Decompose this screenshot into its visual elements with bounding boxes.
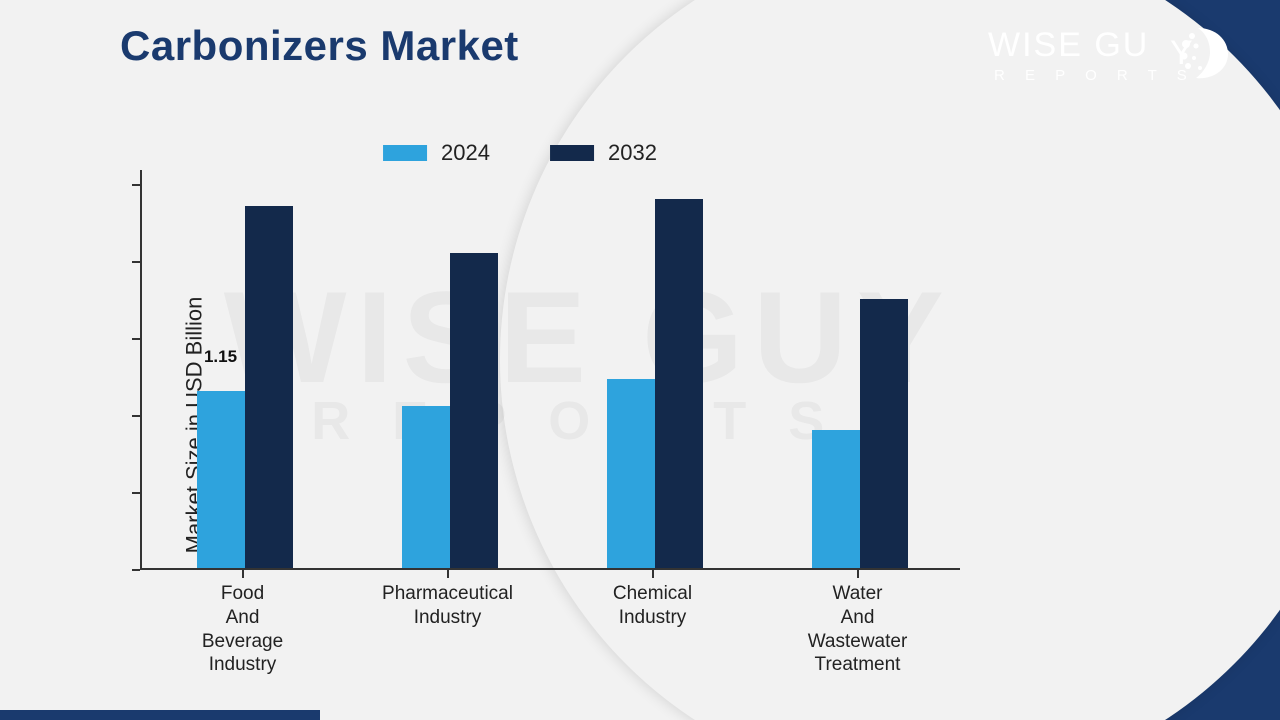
bar-2032-cat1 [450, 253, 498, 568]
chart-title: Carbonizers Market [120, 22, 519, 70]
brand-logo: WISE GU R E P O R T S Y [988, 22, 1258, 102]
legend-item-2024: 2024 [383, 140, 490, 166]
svg-text:Y: Y [1170, 34, 1193, 72]
y-tick [132, 184, 140, 186]
right-brand-panel [960, 0, 1280, 720]
bar-2032-cat2 [655, 199, 703, 568]
svg-text:WISE GU: WISE GU [988, 26, 1149, 64]
y-tick [132, 415, 140, 417]
legend: 2024 2032 [383, 140, 657, 166]
bar-value-label: 1.15 [204, 347, 237, 367]
stage: WISE GU R E P O R T S Y Carbonizers Mark… [0, 0, 1280, 720]
x-axis-label: WaterAndWastewaterTreatment [778, 582, 938, 677]
legend-label-2032: 2032 [608, 140, 657, 166]
svg-text:R E P O R T S: R E P O R T S [994, 67, 1195, 84]
x-axis-label: PharmaceuticalIndustry [368, 582, 528, 630]
x-tick [447, 570, 449, 578]
y-tick [132, 338, 140, 340]
bar-2024-cat3 [812, 430, 860, 568]
legend-swatch-2024 [383, 145, 427, 161]
bar-2024-cat1 [402, 406, 450, 568]
plot-region: 1.15 [140, 170, 960, 570]
y-tick [132, 569, 140, 571]
wiseguy-logo-svg: WISE GU R E P O R T S Y [988, 22, 1258, 102]
legend-item-2032: 2032 [550, 140, 657, 166]
bar-2032-cat3 [860, 299, 908, 568]
bar-2024-cat2 [607, 379, 655, 568]
y-tick [132, 492, 140, 494]
legend-swatch-2032 [550, 145, 594, 161]
bottom-accent-bar [0, 710, 320, 720]
x-tick [242, 570, 244, 578]
x-tick [652, 570, 654, 578]
y-tick [132, 261, 140, 263]
x-axis-label: FoodAndBeverageIndustry [163, 582, 323, 677]
x-tick [857, 570, 859, 578]
x-axis-label: ChemicalIndustry [573, 582, 733, 630]
bar-2024-cat0 [197, 391, 245, 568]
bar-2032-cat0 [245, 206, 293, 568]
legend-label-2024: 2024 [441, 140, 490, 166]
chart-area: Market Size in USD Billion 2024 2032 1.1… [60, 150, 980, 700]
